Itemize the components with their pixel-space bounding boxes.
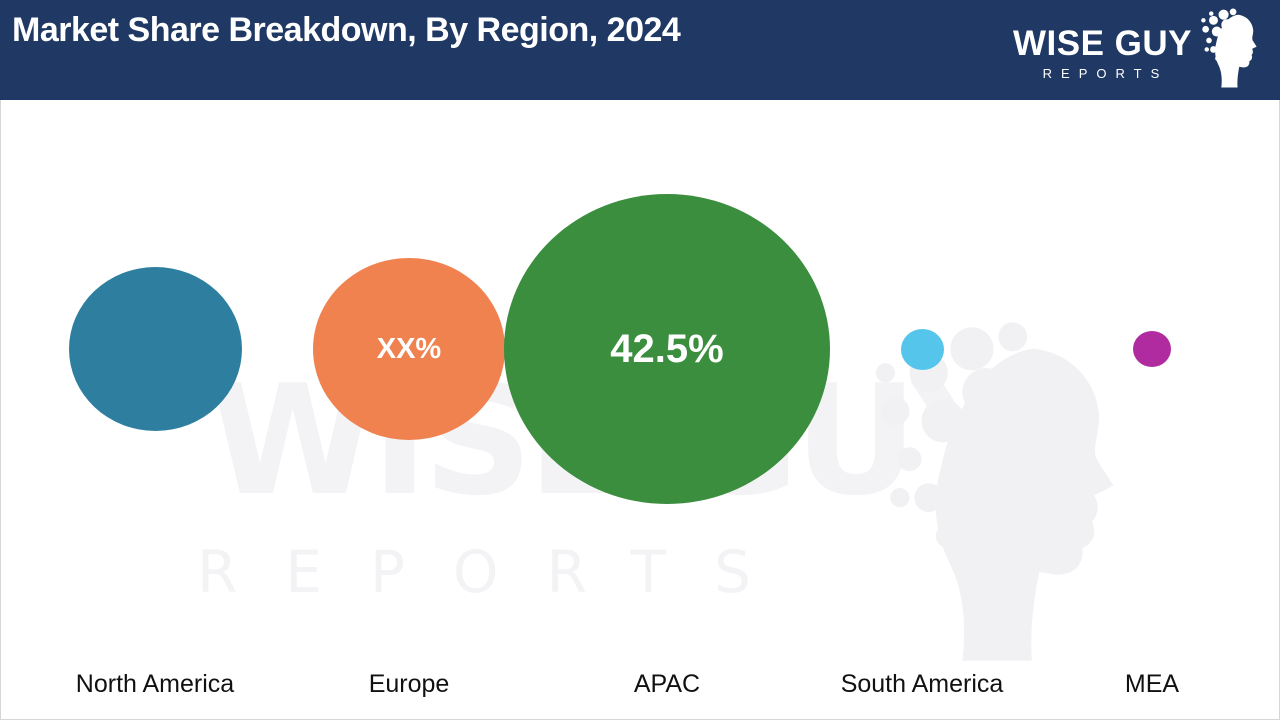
logo-subtext: REPORTS [1042, 66, 1169, 81]
category-label-north-america: North America [75, 670, 235, 698]
logo-wordmark: WISE GUY [1012, 24, 1192, 63]
bubble-value-apac: 42.5% [610, 326, 724, 371]
category-label-apac: APAC [633, 670, 701, 698]
bubble-plot: North America XX% Europe 42.5% APAC South Ame… [1, 100, 1279, 719]
logo-text: WISE GUY REPORTS [1013, 24, 1192, 81]
category-label-south-america: South America [840, 670, 1004, 698]
bubble-value-europe: XX% [376, 332, 442, 365]
category-label-europe: Europe [368, 670, 450, 698]
category-label-mea: MEA [1124, 670, 1180, 698]
bubble-north-america [68, 267, 242, 431]
watermark-subtext: REPORTS [197, 538, 799, 606]
bubble-apac: 42.5% [504, 194, 830, 504]
header-banner: Market Share Breakdown, By Region, 2024 … [0, 0, 1280, 100]
wise-guy-reports-logo: WISE GUY REPORTS [1013, 0, 1270, 100]
bubble-south-america [900, 328, 944, 370]
chart-area: WISE GUY REPORTS North America XX% Europe 4… [0, 100, 1280, 720]
page-title: Market Share Breakdown, By Region, 2024 [12, 11, 681, 49]
bubble-europe: XX% [313, 258, 505, 440]
logo-head-icon [1201, 8, 1257, 88]
bubble-mea [1133, 331, 1171, 367]
